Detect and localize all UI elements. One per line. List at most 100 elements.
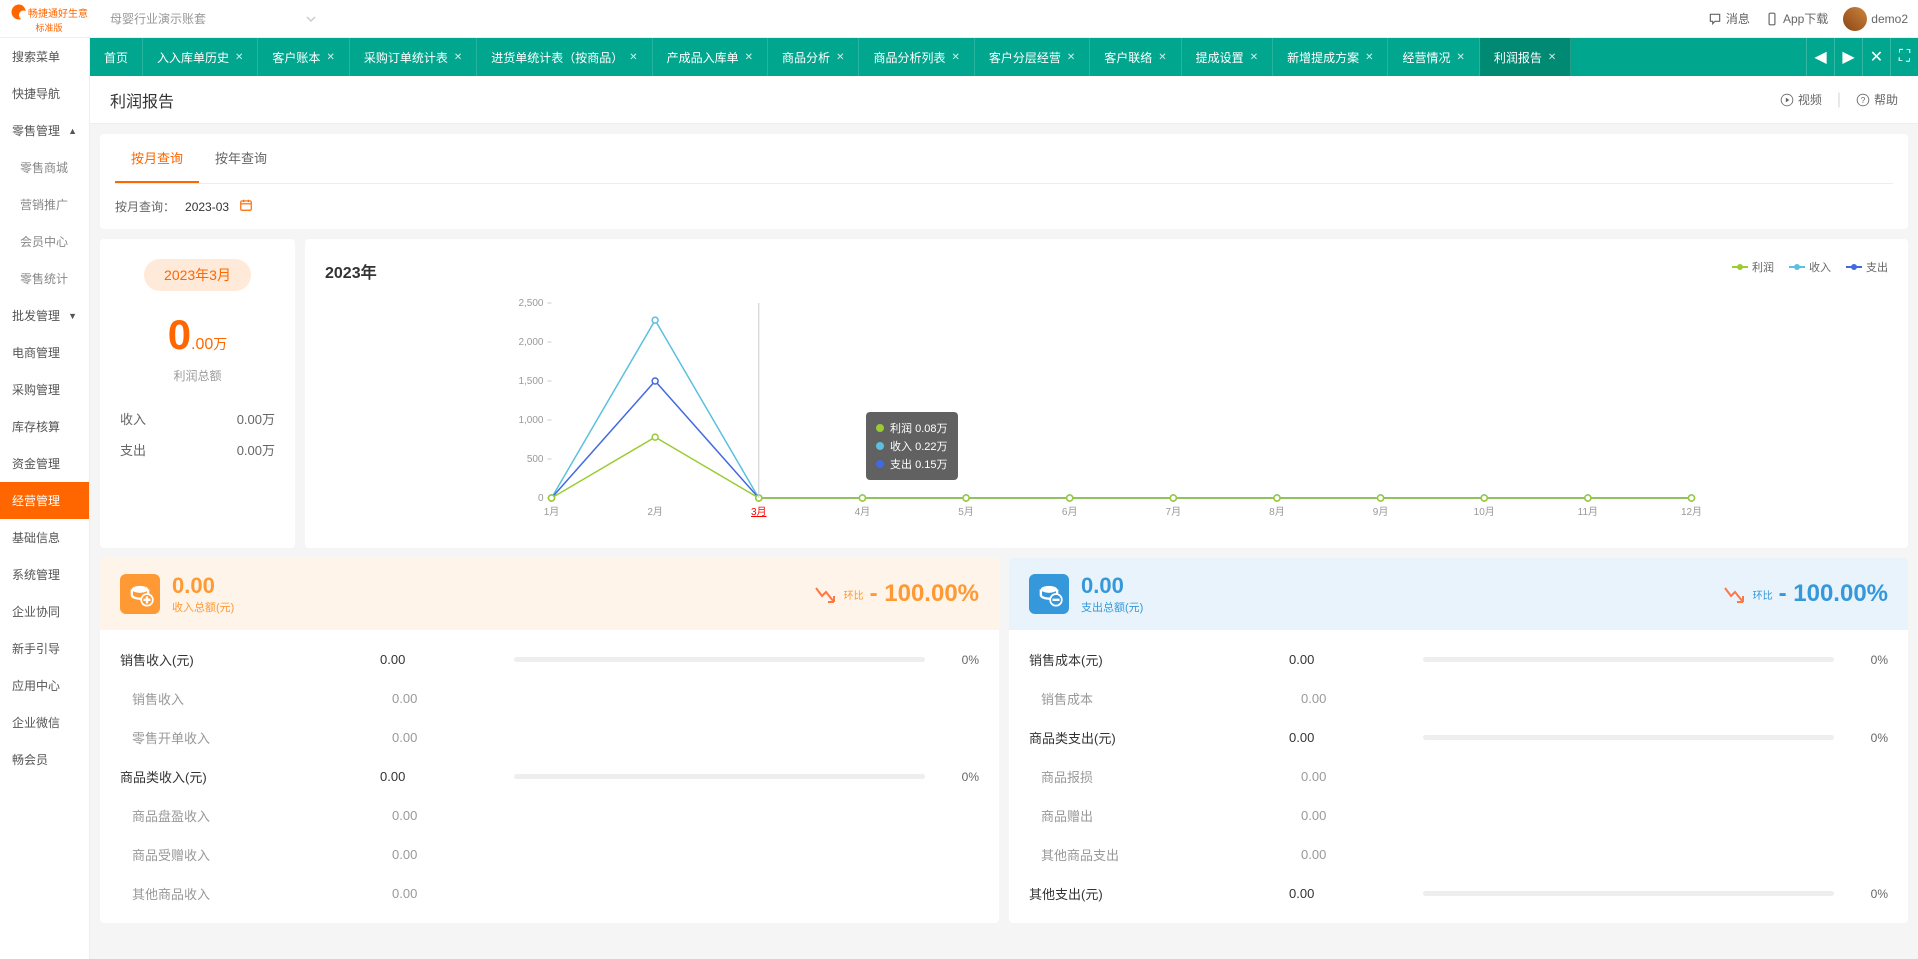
sidebar-item[interactable]: 应用中心 [0, 667, 89, 704]
tab-close-icon[interactable]: ✕ [1365, 52, 1373, 63]
sidebar-item[interactable]: 快捷导航 [0, 75, 89, 112]
help-link[interactable]: ? 帮助 [1856, 91, 1898, 109]
line-chart[interactable]: 05001,0001,5002,0002,5001月2月3月4月5月6月7月8月… [325, 293, 1888, 523]
tab-close-icon[interactable]: ✕ [951, 52, 959, 63]
tab-close-icon[interactable]: ✕ [1158, 52, 1166, 63]
tab-item[interactable]: 产成品入库单✕ [653, 38, 768, 76]
legend-expense-label: 支出 [1866, 259, 1888, 275]
legend-profit[interactable]: 利润 [1732, 259, 1774, 275]
message-label: 消息 [1726, 10, 1750, 27]
sidebar-item[interactable]: 经营管理 [0, 482, 89, 519]
profit-amount-display: 0.00万 [120, 311, 275, 359]
sidebar-item[interactable]: 电商管理 [0, 334, 89, 371]
account-selector[interactable]: 母婴行业演示账套 [110, 10, 1708, 27]
svg-text:5月: 5月 [958, 506, 974, 518]
query-tab-year[interactable]: 按年查询 [199, 134, 283, 183]
svg-text:500: 500 [527, 454, 544, 465]
sidebar-item[interactable]: 零售统计 [0, 260, 89, 297]
expense-body: 销售成本(元)0.000%销售成本0.00商品类支出(元)0.000%商品报损0… [1009, 630, 1908, 923]
video-label: 视频 [1798, 91, 1822, 108]
sidebar-item[interactable]: 零售管理▲ [0, 112, 89, 149]
sidebar-item[interactable]: 企业协同 [0, 593, 89, 630]
message-button[interactable]: 消息 [1708, 10, 1750, 27]
income-row: 收入 0.00万 [120, 409, 275, 428]
header-right: 消息 App下载 demo2 [1708, 7, 1908, 31]
tab-close-icon[interactable]: ✕ [235, 52, 243, 63]
tab-close-icon[interactable]: ✕ [326, 52, 334, 63]
tab-next-button[interactable]: ▶ [1834, 38, 1862, 76]
profit-decimal: .00 [191, 336, 213, 353]
top-header: 畅捷通好生意 标准版 母婴行业演示账套 消息 App下载 demo2 [0, 0, 1918, 38]
query-tabs: 按月查询 按年查询 [115, 134, 1893, 184]
query-filter: 按月查询： 2023-03 [115, 184, 1893, 229]
data-row: 其他商品收入0.00 [120, 874, 979, 913]
tab-close-all-button[interactable]: ✕ [1862, 38, 1890, 76]
sidebar-item[interactable]: 畅会员 [0, 741, 89, 778]
logo[interactable]: 畅捷通好生意 标准版 [10, 3, 90, 34]
tooltip-profit: 利润 0.08万 [890, 420, 947, 436]
page-header: 利润报告 视频 | ? 帮助 [90, 76, 1918, 124]
query-tab-month[interactable]: 按月查询 [115, 134, 199, 183]
calendar-icon[interactable] [239, 198, 253, 215]
sidebar-item[interactable]: 零售商城 [0, 149, 89, 186]
svg-text:7月: 7月 [1166, 506, 1182, 518]
tab-item[interactable]: 入入库单历史✕ [143, 38, 258, 76]
data-row: 销售成本(元)0.000% [1029, 640, 1888, 679]
data-row: 商品类收入(元)0.000% [120, 757, 979, 796]
sidebar-item[interactable]: 系统管理 [0, 556, 89, 593]
income-icon [120, 574, 160, 614]
sidebar-item[interactable]: 企业微信 [0, 704, 89, 741]
sidebar-item[interactable]: 基础信息 [0, 519, 89, 556]
fullscreen-button[interactable]: ⛶ [1890, 38, 1918, 76]
tab-item[interactable]: 首页 [90, 38, 143, 76]
tab-item[interactable]: 提成设置✕ [1182, 38, 1273, 76]
tab-close-icon[interactable]: ✕ [745, 52, 753, 63]
income-value: 0.00万 [237, 409, 275, 428]
page-actions: 视频 | ? 帮助 [1780, 91, 1898, 109]
tab-item[interactable]: 采购订单统计表✕ [350, 38, 477, 76]
income-header: 0.00 收入总额(元) 环比 - 100.00% [100, 558, 999, 630]
tab-item[interactable]: 商品分析✕ [768, 38, 859, 76]
sidebar-item[interactable]: 营销推广 [0, 186, 89, 223]
tab-item[interactable]: 客户分层经营✕ [975, 38, 1090, 76]
tab-item[interactable]: 利润报告✕ [1480, 38, 1571, 76]
tab-close-icon[interactable]: ✕ [1548, 52, 1556, 63]
chart-title: 2023年 [325, 259, 1888, 283]
legend-income[interactable]: 收入 [1789, 259, 1831, 275]
legend-profit-label: 利润 [1752, 259, 1774, 275]
video-link[interactable]: 视频 [1780, 91, 1822, 109]
tab-item[interactable]: 进货单统计表（按商品）✕ [477, 38, 652, 76]
svg-text:1,000: 1,000 [518, 415, 543, 426]
tab-close-icon[interactable]: ✕ [1250, 52, 1258, 63]
data-row: 销售成本0.00 [1029, 679, 1888, 718]
legend-expense[interactable]: 支出 [1846, 259, 1888, 275]
data-row: 商品受赠收入0.00 [120, 835, 979, 874]
tab-close-icon[interactable]: ✕ [836, 52, 844, 63]
tab-item[interactable]: 新增提成方案✕ [1273, 38, 1388, 76]
tab-item[interactable]: 商品分析列表✕ [859, 38, 974, 76]
message-icon [1708, 12, 1722, 26]
sidebar-item[interactable]: 搜索菜单 [0, 38, 89, 75]
user-menu[interactable]: demo2 [1843, 7, 1908, 31]
tab-item[interactable]: 客户账本✕ [258, 38, 349, 76]
tab-item[interactable]: 经营情况✕ [1388, 38, 1479, 76]
sidebar-item[interactable]: 库存核算 [0, 408, 89, 445]
sidebar-item[interactable]: 资金管理 [0, 445, 89, 482]
account-name: 母婴行业演示账套 [110, 10, 206, 27]
date-value[interactable]: 2023-03 [185, 200, 229, 214]
chart-card: 2023年 利润 收入 支出 05001,0001,5002,0002,5001… [305, 239, 1908, 548]
app-download-button[interactable]: App下载 [1765, 10, 1828, 27]
tab-close-icon[interactable]: ✕ [1067, 52, 1075, 63]
expense-label: 支出 [120, 440, 146, 459]
tab-item[interactable]: 客户联络✕ [1090, 38, 1181, 76]
sidebar-item[interactable]: 新手引导 [0, 630, 89, 667]
tab-close-icon[interactable]: ✕ [629, 52, 637, 63]
svg-text:3月: 3月 [751, 506, 767, 518]
sidebar-item[interactable]: 会员中心 [0, 223, 89, 260]
tab-prev-button[interactable]: ◀ [1806, 38, 1834, 76]
sidebar-item[interactable]: 采购管理 [0, 371, 89, 408]
sidebar-item[interactable]: 批发管理▼ [0, 297, 89, 334]
expense-trend-label: 环比 [1753, 587, 1773, 602]
tab-close-icon[interactable]: ✕ [454, 52, 462, 63]
tab-close-icon[interactable]: ✕ [1457, 52, 1465, 63]
